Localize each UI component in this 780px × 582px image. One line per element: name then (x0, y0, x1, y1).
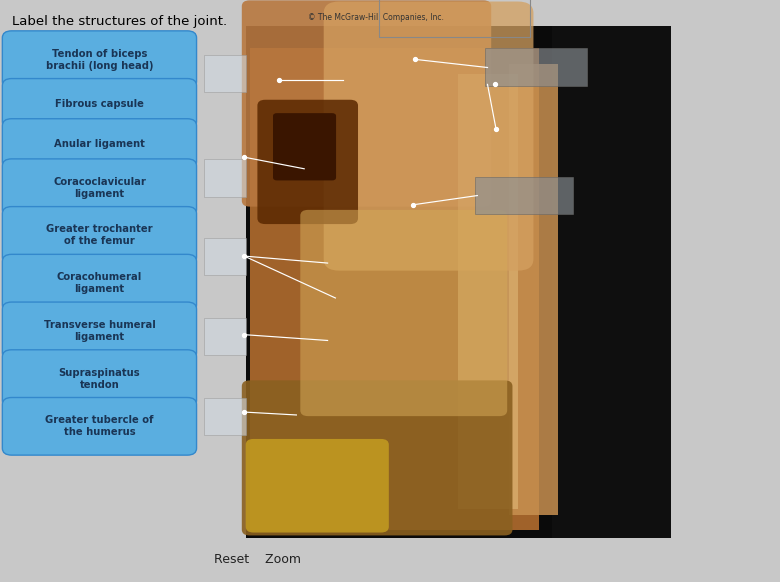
FancyBboxPatch shape (242, 1, 491, 207)
Text: © The McGraw-Hill Companies, Inc.: © The McGraw-Hill Companies, Inc. (308, 13, 444, 22)
Text: Greater tubercle of
the humerus: Greater tubercle of the humerus (45, 416, 154, 437)
FancyBboxPatch shape (2, 119, 197, 169)
Bar (459, 74, 518, 509)
FancyBboxPatch shape (257, 100, 358, 224)
Text: Tendon of biceps
brachii (long head): Tendon of biceps brachii (long head) (46, 49, 153, 70)
Text: Reset    Zoom: Reset Zoom (214, 553, 301, 566)
FancyBboxPatch shape (204, 238, 246, 275)
FancyBboxPatch shape (242, 381, 512, 535)
Text: Supraspinatus
tendon: Supraspinatus tendon (58, 368, 140, 389)
FancyBboxPatch shape (2, 207, 197, 264)
FancyBboxPatch shape (204, 55, 246, 92)
Bar (250, 48, 539, 530)
FancyBboxPatch shape (204, 398, 246, 435)
FancyBboxPatch shape (2, 79, 197, 129)
FancyBboxPatch shape (246, 439, 388, 533)
Text: Transverse humeral
ligament: Transverse humeral ligament (44, 320, 155, 342)
FancyBboxPatch shape (204, 318, 246, 355)
FancyBboxPatch shape (2, 302, 197, 360)
Text: Coracoclavicular
ligament: Coracoclavicular ligament (53, 177, 146, 198)
FancyBboxPatch shape (485, 48, 587, 86)
FancyBboxPatch shape (2, 31, 197, 88)
FancyBboxPatch shape (2, 254, 197, 312)
Bar (551, 26, 671, 538)
Bar (509, 65, 558, 515)
Text: Anular ligament: Anular ligament (54, 139, 145, 149)
FancyBboxPatch shape (475, 177, 573, 214)
Text: Label the structures of the joint.: Label the structures of the joint. (12, 15, 227, 27)
FancyBboxPatch shape (2, 159, 197, 217)
FancyBboxPatch shape (2, 398, 197, 455)
FancyBboxPatch shape (300, 210, 507, 416)
Text: Coracohumeral
ligament: Coracohumeral ligament (57, 272, 142, 294)
Text: Fibrous capsule: Fibrous capsule (55, 98, 144, 109)
FancyBboxPatch shape (273, 113, 336, 180)
FancyBboxPatch shape (2, 350, 197, 407)
FancyBboxPatch shape (324, 2, 534, 271)
Text: Greater trochanter
of the femur: Greater trochanter of the femur (46, 225, 153, 246)
FancyBboxPatch shape (204, 159, 246, 197)
Bar (246, 26, 671, 538)
